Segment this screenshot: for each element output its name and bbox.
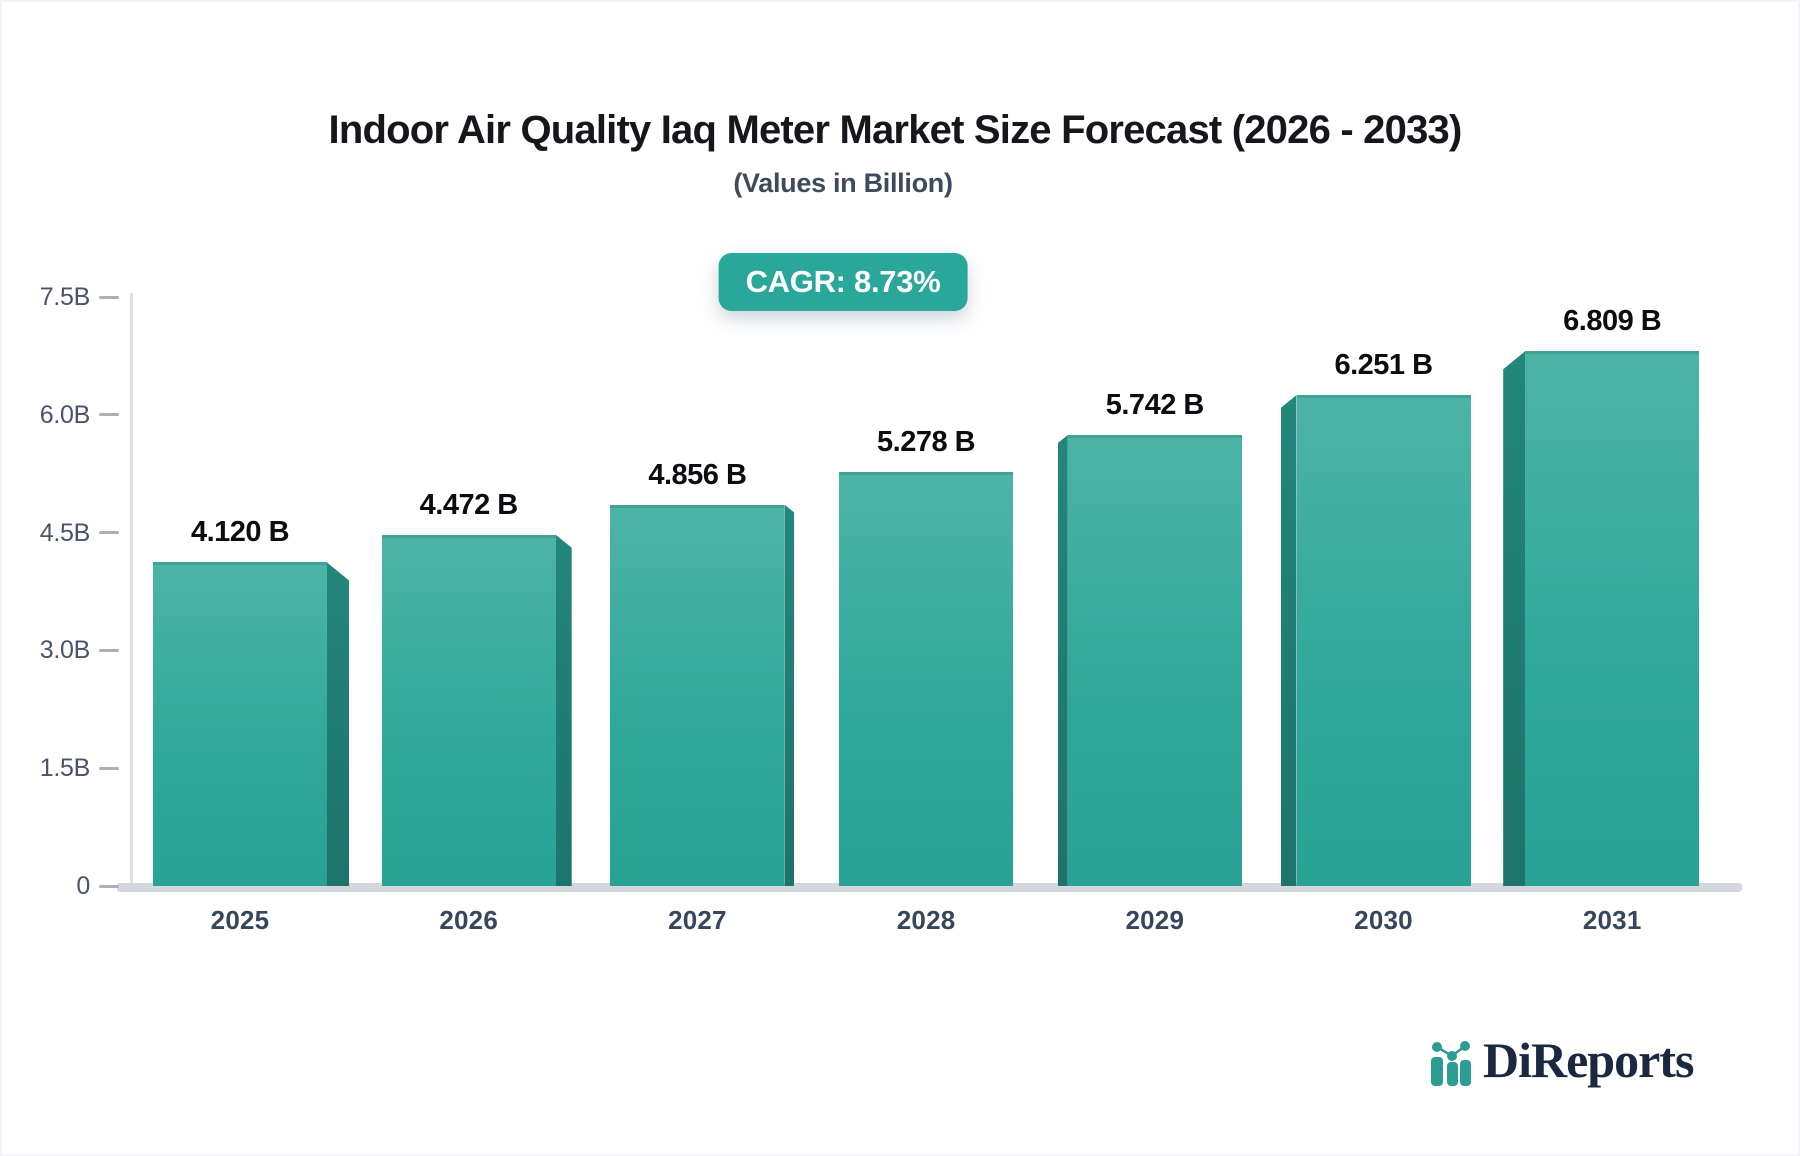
y-tick-mark <box>99 884 119 888</box>
chart-subtitle: (Values in Billion) <box>733 168 953 198</box>
bar-value-label: 5.278 B <box>877 425 976 458</box>
bar-value-label: 6.251 B <box>1334 349 1433 382</box>
logo: DiReports <box>1428 1032 1694 1088</box>
bar[interactable] <box>1525 351 1700 886</box>
logo-icon <box>1431 1041 1471 1086</box>
bar[interactable] <box>610 504 785 886</box>
bar-value-label: 4.120 B <box>190 516 290 549</box>
bar-value-label: 6.809 B <box>1563 305 1662 338</box>
bar[interactable] <box>153 562 327 886</box>
x-tick-label: 2031 <box>1582 905 1642 935</box>
x-tick-label: 2026 <box>439 905 498 935</box>
y-tick-label: 6.0B <box>39 400 91 429</box>
x-tick-label: 2027 <box>668 905 727 935</box>
bar-side-face <box>1503 351 1526 886</box>
chart-title: Indoor Air Quality Iaq Meter Market Size… <box>328 108 1463 152</box>
x-tick-label: 2030 <box>1354 905 1413 935</box>
y-axis-line <box>130 293 133 886</box>
x-tick-label: 2025 <box>210 905 270 935</box>
bar-side-face <box>1280 395 1297 886</box>
bar-value-label: 4.472 B <box>419 488 519 521</box>
y-tick-label: 4.5B <box>39 518 91 547</box>
bar-side-face <box>784 504 795 886</box>
x-tick-label: 2028 <box>896 905 956 935</box>
x-axis-baseline <box>117 883 1742 892</box>
y-tick-label: 7.5B <box>39 283 91 311</box>
cagr-badge: CAGR: 8.73% <box>718 253 968 311</box>
bar-value-label: 4.856 B <box>648 458 747 491</box>
y-tick-mark <box>99 413 119 417</box>
bar-side-face <box>555 534 572 886</box>
y-tick-mark <box>99 531 119 535</box>
y-tick-label: 1.5B <box>39 754 91 783</box>
y-tick-label: 3.0B <box>39 636 91 665</box>
bar[interactable] <box>1067 435 1242 886</box>
bar-side-face <box>1057 435 1068 886</box>
y-tick-mark <box>99 766 119 770</box>
logo-text: DiReports <box>1483 1032 1694 1088</box>
x-tick-label: 2029 <box>1125 905 1185 935</box>
y-tick-label: 0 <box>76 872 90 900</box>
bar-side-face <box>327 562 349 886</box>
bar-value-label: 5.742 B <box>1105 389 1205 422</box>
y-tick-mark <box>99 295 119 299</box>
y-tick-mark <box>99 648 119 652</box>
bar[interactable] <box>1296 395 1471 886</box>
bar[interactable] <box>839 471 1014 886</box>
bar[interactable] <box>381 534 556 886</box>
